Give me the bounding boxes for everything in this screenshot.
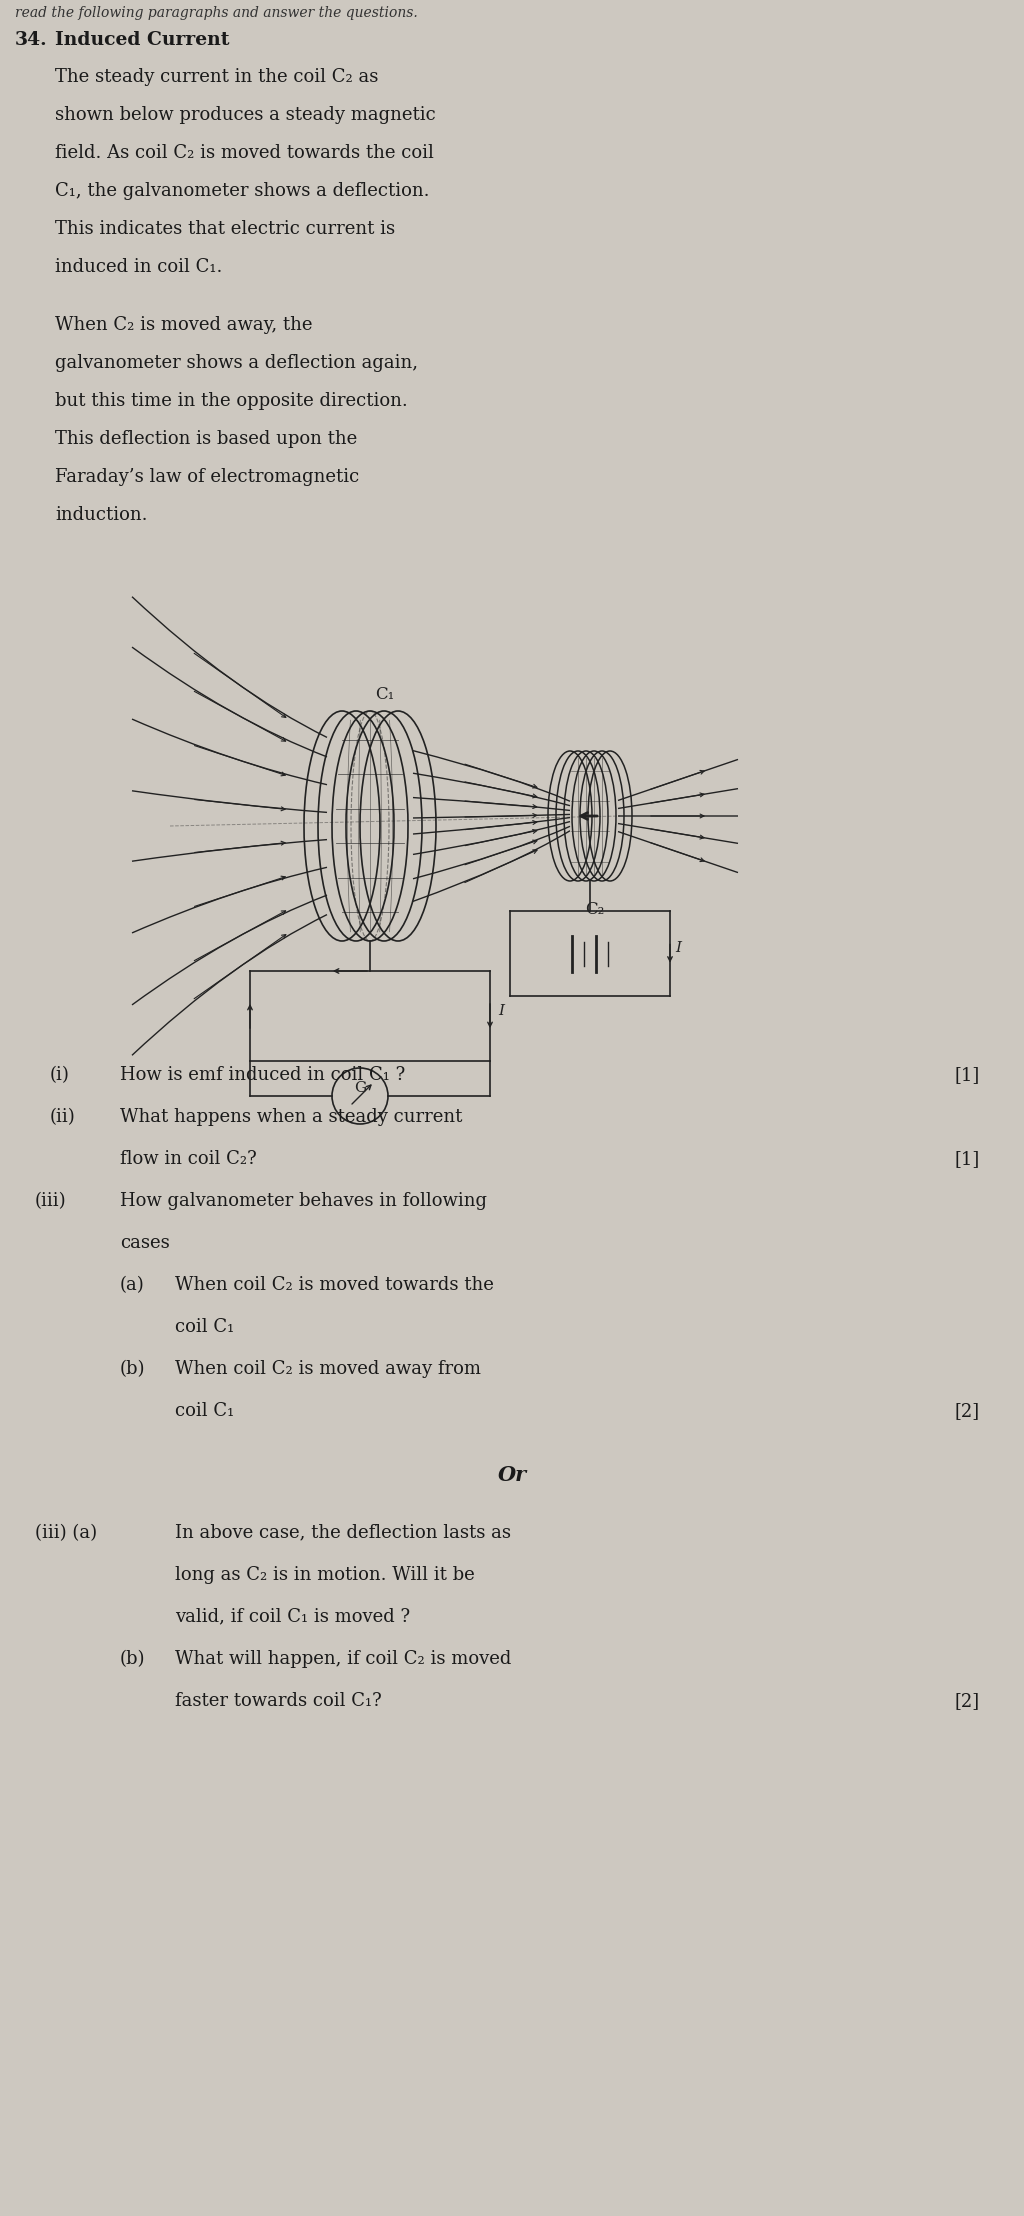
- Text: (a): (a): [120, 1276, 144, 1294]
- Text: (ii): (ii): [50, 1108, 76, 1126]
- Text: [1]: [1]: [954, 1150, 980, 1168]
- Text: C₁, the galvanometer shows a deflection.: C₁, the galvanometer shows a deflection.: [55, 182, 429, 199]
- Text: How galvanometer behaves in following: How galvanometer behaves in following: [120, 1192, 487, 1210]
- Text: faster towards coil C₁?: faster towards coil C₁?: [175, 1691, 382, 1711]
- Text: C₂: C₂: [586, 902, 604, 917]
- Text: C₁: C₁: [376, 687, 394, 702]
- Text: induced in coil C₁.: induced in coil C₁.: [55, 257, 222, 277]
- Text: [2]: [2]: [954, 1691, 980, 1711]
- Text: 34.: 34.: [15, 31, 48, 49]
- Text: read the following paragraphs and answer the questions.: read the following paragraphs and answer…: [15, 7, 418, 20]
- Text: but this time in the opposite direction.: but this time in the opposite direction.: [55, 392, 408, 410]
- Text: field. As coil C₂ is moved towards the coil: field. As coil C₂ is moved towards the c…: [55, 144, 434, 162]
- Text: When coil C₂ is moved away from: When coil C₂ is moved away from: [175, 1361, 481, 1378]
- Text: This deflection is based upon the: This deflection is based upon the: [55, 430, 357, 448]
- Text: I: I: [498, 1004, 504, 1017]
- Text: galvanometer shows a deflection again,: galvanometer shows a deflection again,: [55, 355, 418, 372]
- Text: [2]: [2]: [954, 1403, 980, 1420]
- Text: What will happen, if coil C₂ is moved: What will happen, if coil C₂ is moved: [175, 1649, 511, 1669]
- Text: [1]: [1]: [954, 1066, 980, 1084]
- Text: Faraday’s law of electromagnetic: Faraday’s law of electromagnetic: [55, 468, 359, 485]
- Text: G: G: [354, 1081, 367, 1095]
- Text: valid, if coil C₁ is moved ?: valid, if coil C₁ is moved ?: [175, 1609, 411, 1627]
- Text: I: I: [675, 942, 681, 955]
- Text: This indicates that electric current is: This indicates that electric current is: [55, 219, 395, 237]
- Text: cases: cases: [120, 1234, 170, 1252]
- Text: The steady current in the coil C₂ as: The steady current in the coil C₂ as: [55, 69, 379, 86]
- Text: Induced Current: Induced Current: [55, 31, 229, 49]
- Text: flow in coil C₂?: flow in coil C₂?: [120, 1150, 257, 1168]
- Text: Or: Or: [498, 1465, 526, 1485]
- Text: (iii) (a): (iii) (a): [35, 1525, 97, 1542]
- Text: shown below produces a steady magnetic: shown below produces a steady magnetic: [55, 106, 436, 124]
- Text: When C₂ is moved away, the: When C₂ is moved away, the: [55, 317, 312, 335]
- Text: induction.: induction.: [55, 505, 147, 523]
- Text: coil C₁: coil C₁: [175, 1319, 234, 1336]
- Text: coil C₁: coil C₁: [175, 1403, 234, 1420]
- Text: When coil C₂ is moved towards the: When coil C₂ is moved towards the: [175, 1276, 494, 1294]
- Text: (b): (b): [120, 1649, 145, 1669]
- Text: long as C₂ is in motion. Will it be: long as C₂ is in motion. Will it be: [175, 1567, 475, 1584]
- Text: (b): (b): [120, 1361, 145, 1378]
- Text: In above case, the deflection lasts as: In above case, the deflection lasts as: [175, 1525, 511, 1542]
- Text: (iii): (iii): [35, 1192, 67, 1210]
- Text: What happens when a steady current: What happens when a steady current: [120, 1108, 463, 1126]
- Text: How is emf induced in coil C₁ ?: How is emf induced in coil C₁ ?: [120, 1066, 406, 1084]
- Text: (i): (i): [50, 1066, 70, 1084]
